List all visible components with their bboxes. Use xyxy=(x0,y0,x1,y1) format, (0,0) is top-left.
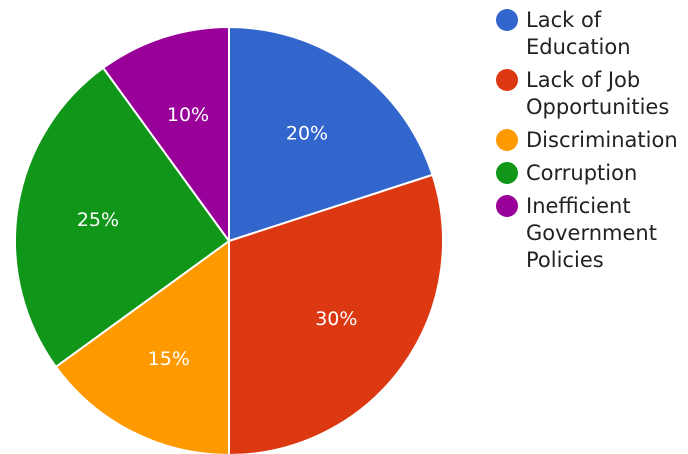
legend-swatch xyxy=(496,162,518,184)
slice-label-corruption: 25% xyxy=(77,209,119,231)
pie-slice-lack-of-job-opportunities xyxy=(228,173,444,454)
pie-slices xyxy=(14,25,444,454)
legend-label: Lack of xyxy=(526,8,602,32)
slice-label-discrimination: 15% xyxy=(148,348,190,370)
slice-label-lack-of-job-opportunities: 30% xyxy=(315,308,357,330)
legend-label: Inefficient xyxy=(526,194,631,218)
legend-item-corruption: Corruption xyxy=(496,161,637,185)
legend: Lack of Education Lack of Job Opportunities… xyxy=(496,8,678,272)
legend-label: Opportunities xyxy=(526,95,669,119)
legend-item-discrimination: Discrimination xyxy=(496,128,678,152)
legend-swatch xyxy=(496,129,518,151)
legend-label: Corruption xyxy=(526,161,637,185)
legend-label: Policies xyxy=(526,248,604,272)
legend-item-lack-of-education: Lack of Education xyxy=(496,8,631,59)
legend-swatch xyxy=(496,9,518,31)
legend-label: Education xyxy=(526,35,631,59)
slice-labels: 20% 30% 15% 25% 10% xyxy=(77,104,358,370)
slice-label-lack-of-education: 20% xyxy=(286,123,328,145)
legend-swatch xyxy=(496,69,518,91)
pie-slice-inefficient-government-policies xyxy=(101,25,230,245)
slice-label-inefficient-government-policies: 10% xyxy=(167,104,209,126)
legend-label: Lack of Job xyxy=(526,68,640,92)
legend-label: Government xyxy=(526,221,657,245)
pie-slice-lack-of-education xyxy=(228,25,434,243)
legend-item-inefficient-government-policies: Inefficient Government Policies xyxy=(496,194,657,272)
legend-item-lack-of-job-opportunities: Lack of Job Opportunities xyxy=(496,68,669,119)
pie-slice-corruption xyxy=(14,66,231,369)
legend-label: Discrimination xyxy=(526,128,678,152)
legend-swatch xyxy=(496,195,518,217)
pie-slice-discrimination xyxy=(54,239,230,454)
